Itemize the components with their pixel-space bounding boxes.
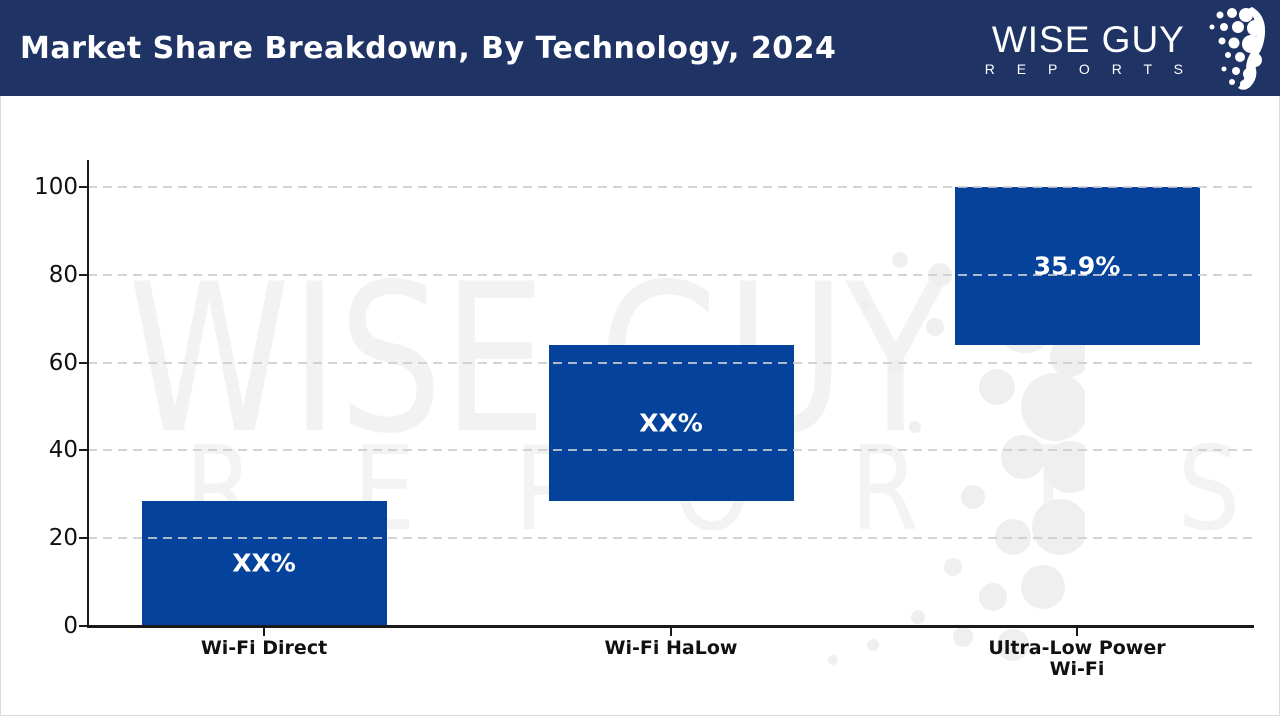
y-tick-mark bbox=[79, 537, 87, 540]
gridline bbox=[88, 273, 1253, 276]
y-tick-label: 80 bbox=[48, 261, 78, 288]
x-category-label: Wi-Fi HaLow bbox=[604, 637, 738, 659]
y-tick-mark bbox=[79, 361, 87, 364]
gridline bbox=[88, 186, 1253, 188]
y-tick-mark bbox=[79, 449, 87, 452]
x-tick-mark bbox=[1076, 628, 1078, 636]
y-tick-mark bbox=[79, 186, 87, 188]
bar bbox=[548, 344, 794, 501]
y-tick-label: 40 bbox=[48, 437, 78, 464]
bar bbox=[954, 187, 1200, 345]
x-category-label: Ultra-Low Power Wi-Fi bbox=[988, 637, 1166, 681]
logo-wordmark: WISE GUY bbox=[991, 18, 1185, 60]
bar-value-label: XX% bbox=[232, 548, 296, 578]
y-axis-line bbox=[87, 160, 89, 627]
x-tick-mark bbox=[670, 628, 672, 636]
y-tick-label: 100 bbox=[34, 174, 78, 200]
bar-value-label: XX% bbox=[639, 408, 703, 438]
gridline bbox=[88, 449, 1253, 452]
page-title: Market Share Breakdown, By Technology, 2… bbox=[20, 30, 837, 66]
y-tick-label: 60 bbox=[48, 349, 78, 376]
bar bbox=[141, 500, 387, 626]
x-category-label: Wi-Fi Direct bbox=[200, 637, 328, 659]
gridline bbox=[88, 361, 1253, 364]
x-tick-mark bbox=[263, 628, 265, 636]
y-tick-label: 20 bbox=[48, 525, 78, 552]
x-axis-line bbox=[87, 625, 1254, 628]
bar-value-label: 35.9% bbox=[1033, 251, 1121, 281]
y-tick-mark bbox=[79, 625, 87, 627]
wise-guy-reports-logo: WISE GUY R E P O R T S bbox=[985, 5, 1280, 91]
gridline bbox=[88, 537, 1253, 540]
y-tick-label: 0 bbox=[63, 613, 78, 639]
watermark-text: WISE GUY bbox=[128, 241, 946, 479]
logo-head-dots-icon bbox=[1209, 7, 1266, 90]
header: Market Share Breakdown, By Technology, 2… bbox=[0, 0, 1280, 96]
y-tick-mark bbox=[79, 273, 87, 276]
logo-subtext: R E P O R T S bbox=[984, 60, 1192, 77]
